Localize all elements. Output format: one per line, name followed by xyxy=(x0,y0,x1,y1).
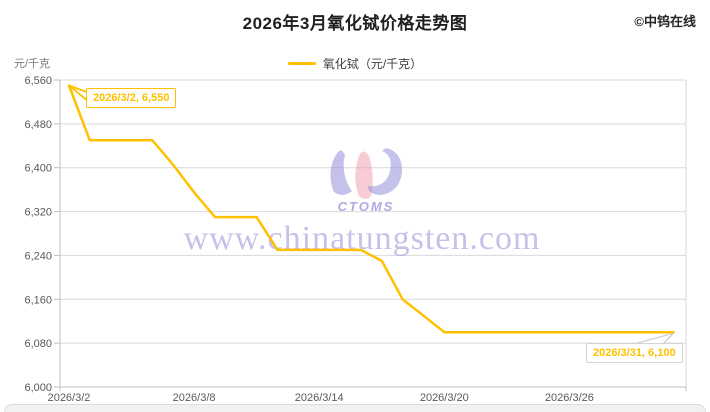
price-line xyxy=(67,84,675,334)
y-axis-tick-label: 6,400 xyxy=(24,163,52,175)
callout-layer xyxy=(68,84,675,346)
axis-label-layer: 6,560 6,480 6,400 6,320 6,240 6,160 6,080 6,000… xyxy=(24,75,593,404)
y-axis-tick-label: 6,000 xyxy=(24,382,52,394)
y-axis-tick-label: 6,320 xyxy=(24,207,52,219)
x-axis-tick-label: 2026/3/20 xyxy=(420,392,469,404)
watermark: CTOMS www.chinatungsten.com xyxy=(184,148,539,257)
chart-title: 2026年3月氧化铽价格走势图 xyxy=(242,14,468,33)
y-axis-title: 元/千克 xyxy=(14,58,51,70)
x-axis-tick-label: 2026/3/14 xyxy=(295,392,344,404)
x-axis-tick-label: 2026/3/2 xyxy=(48,392,91,404)
x-axis-tick-label: 2026/3/8 xyxy=(173,392,216,404)
logo-text: CTOMS xyxy=(338,199,395,214)
legend-line-swatch xyxy=(287,62,316,65)
copyright-label: ©中钨在线 xyxy=(634,14,696,29)
legend: 氧化铽（元/千克） xyxy=(0,55,710,72)
y-axis-tick-label: 6,480 xyxy=(24,119,52,131)
y-axis-tick-label: 6,080 xyxy=(24,338,52,350)
logo-right-petal-icon xyxy=(368,148,402,195)
annotation-end-point: 2026/3/31, 6,100 xyxy=(586,343,683,363)
series-layer xyxy=(67,84,675,334)
legend-label: 氧化铽（元/千克） xyxy=(322,57,423,71)
x-axis-tick-label: 2026/3/26 xyxy=(545,392,594,404)
logo-center-petal-icon xyxy=(355,151,373,199)
y-axis-tick-label: 6,160 xyxy=(24,294,52,306)
annotation-start-point: 2026/3/2, 6,550 xyxy=(86,88,177,108)
y-axis-tick-label: 6,560 xyxy=(24,75,52,87)
bottom-edge-band xyxy=(4,404,706,412)
grid-layer xyxy=(54,79,687,391)
y-axis-tick-label: 6,240 xyxy=(24,250,52,262)
logo-left-petal-icon xyxy=(330,150,352,195)
